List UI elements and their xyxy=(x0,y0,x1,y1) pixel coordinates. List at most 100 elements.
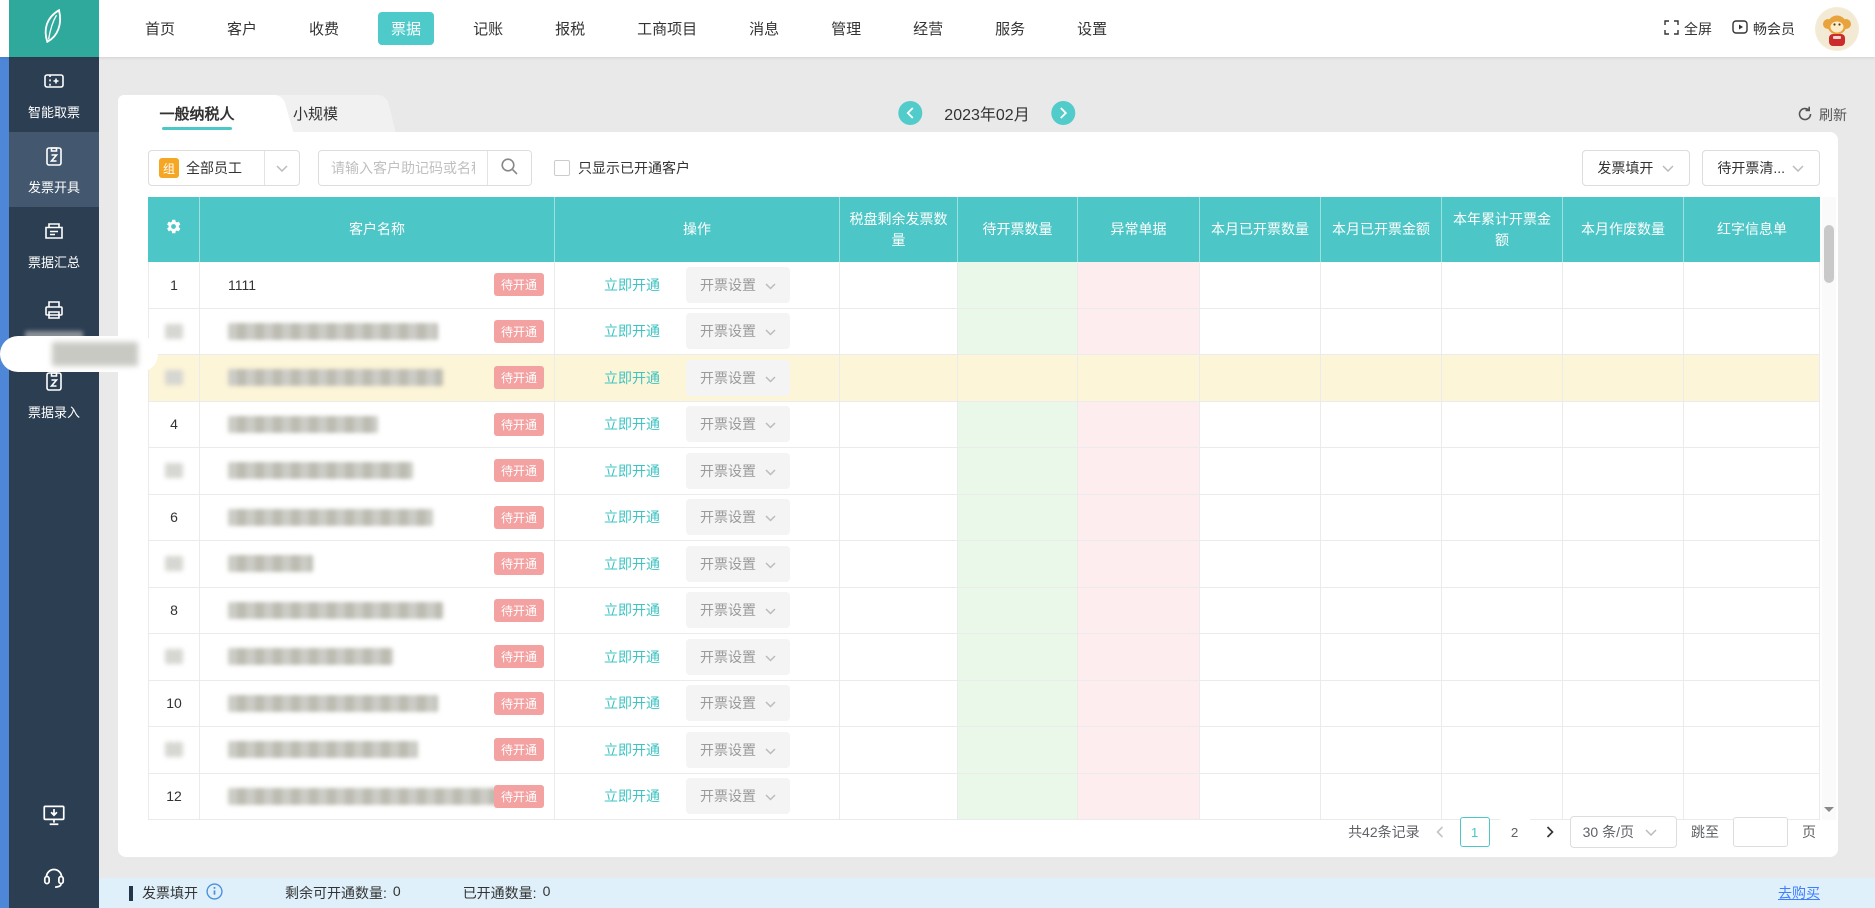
show-opened-only-checkbox[interactable] xyxy=(554,160,570,176)
info-icon[interactable] xyxy=(206,883,223,903)
refresh-button[interactable]: 刷新 xyxy=(1797,105,1847,125)
column-header-tax-disk-remaining: 税盘剩余发票数量 xyxy=(840,197,958,262)
row-number-cell xyxy=(148,308,200,354)
sidebar-item-invoice-issue[interactable]: 发票开具 xyxy=(9,132,99,207)
scrollbar-thumb[interactable] xyxy=(1824,225,1834,283)
footer-accent-bar xyxy=(129,885,133,901)
activate-link[interactable]: 立即开通 xyxy=(604,648,660,665)
search-button[interactable] xyxy=(487,151,531,185)
scrollbar-down-arrow[interactable] xyxy=(1822,798,1836,820)
invoice-settings-button[interactable]: 开票设置 xyxy=(686,685,790,722)
invoice-settings-button[interactable]: 开票设置 xyxy=(686,545,790,582)
data-cell-pending-invoices xyxy=(958,355,1078,401)
buy-link[interactable]: 去购买 xyxy=(1778,885,1820,901)
data-cell-month-voided-count xyxy=(1563,680,1684,726)
activate-link[interactable]: 立即开通 xyxy=(604,416,660,433)
data-cell-pending-invoices xyxy=(958,308,1078,354)
footer-title: 发票填开 xyxy=(142,885,198,901)
right-filter-dropdowns: 发票填开 待开票清... xyxy=(1582,150,1820,186)
activate-link[interactable]: 立即开通 xyxy=(604,602,660,619)
nav-item-business-projects[interactable]: 工商项目 xyxy=(637,21,698,38)
customer-service-icon[interactable] xyxy=(41,863,67,894)
app-logo[interactable] xyxy=(9,0,99,57)
activate-link[interactable]: 立即开通 xyxy=(604,555,660,572)
activate-link[interactable]: 立即开通 xyxy=(604,509,660,526)
nav-item-tax-filing[interactable]: 报税 xyxy=(555,21,586,38)
invoice-settings-button[interactable]: 开票设置 xyxy=(686,499,790,536)
tab-general-taxpayer[interactable]: 一般纳税人 xyxy=(118,95,276,132)
invoice-settings-button[interactable]: 开票设置 xyxy=(686,406,790,443)
table-row: 待开通 立即开通 开票设置 xyxy=(148,727,1820,774)
status-badge: 待开通 xyxy=(493,273,544,297)
data-cell-tax-disk-remaining xyxy=(840,727,958,773)
search-input[interactable] xyxy=(319,151,487,185)
download-client-icon[interactable] xyxy=(41,802,67,833)
nav-item-billing[interactable]: 收费 xyxy=(309,21,340,38)
chevron-down-icon xyxy=(765,370,776,386)
nav-item-services[interactable]: 服务 xyxy=(995,21,1026,38)
avatar[interactable] xyxy=(1815,6,1859,51)
activate-link[interactable]: 立即开通 xyxy=(604,323,660,340)
invoice-settings-button[interactable]: 开票设置 xyxy=(686,731,790,768)
data-cell-month-issued-count xyxy=(1200,587,1321,633)
page-button-1[interactable]: 1 xyxy=(1459,817,1490,847)
table-row: 12 待开通 立即开通 开票设置 xyxy=(148,773,1820,820)
next-month-button[interactable] xyxy=(1051,101,1076,125)
prev-month-button[interactable] xyxy=(898,101,923,125)
invoice-settings-button[interactable]: 开票设置 xyxy=(686,359,790,396)
nav-item-bookkeeping[interactable]: 记账 xyxy=(473,21,504,38)
sidebar-item-bill-entry[interactable]: 票据录入 xyxy=(9,357,99,432)
invoice-settings-button[interactable]: 开票设置 xyxy=(686,638,790,675)
row-number-cell xyxy=(148,727,200,773)
employee-filter-dropdown[interactable]: 组 全部员工 xyxy=(148,150,300,186)
column-header-year-issued-amount: 本年累计开票金额 xyxy=(1442,197,1563,262)
nav-item-management[interactable]: 管理 xyxy=(831,21,862,38)
table-row: 4 待开通 立即开通 开票设置 xyxy=(148,401,1820,448)
pending-list-dropdown[interactable]: 待开票清... xyxy=(1702,150,1820,186)
activate-link[interactable]: 立即开通 xyxy=(604,741,660,758)
jump-page-input[interactable] xyxy=(1733,817,1788,847)
activate-link[interactable]: 立即开通 xyxy=(604,369,660,386)
data-cell-tax-disk-remaining xyxy=(840,448,958,494)
data-cell-month-voided-count xyxy=(1563,587,1684,633)
row-number-cell: 8 xyxy=(148,587,200,633)
activate-link[interactable]: 立即开通 xyxy=(604,462,660,479)
action-cell: 立即开通 开票设置 xyxy=(555,355,840,401)
invoice-settings-button[interactable]: 开票设置 xyxy=(686,452,790,489)
invoice-settings-button[interactable]: 开票设置 xyxy=(686,778,790,815)
nav-item-customers[interactable]: 客户 xyxy=(227,21,258,38)
activate-link[interactable]: 立即开通 xyxy=(604,788,660,805)
row-number-cell: 1 xyxy=(148,262,200,308)
data-cell-month-voided-count xyxy=(1563,355,1684,401)
nav-item-operations[interactable]: 经营 xyxy=(913,21,944,38)
invoice-settings-button[interactable]: 开票设置 xyxy=(686,592,790,629)
nav-item-invoices[interactable]: 票据 xyxy=(378,12,435,45)
action-cell: 立即开通 开票设置 xyxy=(555,262,840,308)
chevron-down-icon xyxy=(765,416,776,432)
data-cell-year-issued-amount xyxy=(1442,401,1563,447)
show-opened-only-filter: 只显示已开通客户 xyxy=(554,158,690,178)
nav-item-settings[interactable]: 设置 xyxy=(1077,21,1108,38)
member-button[interactable]: 畅会员 xyxy=(1732,19,1795,39)
activate-link[interactable]: 立即开通 xyxy=(604,276,660,293)
gear-icon[interactable] xyxy=(165,218,182,241)
data-cell-abnormal-documents xyxy=(1078,634,1200,680)
sidebar-item-smart-ticket-fetch[interactable]: 智能取票 xyxy=(9,57,99,132)
prev-page-button[interactable] xyxy=(1434,826,1446,838)
nav-item-messages[interactable]: 消息 xyxy=(749,21,780,38)
sidebar-item-bill-summary[interactable]: 票据汇总 xyxy=(9,207,99,282)
next-page-button[interactable] xyxy=(1544,826,1556,838)
data-cell-month-issued-count xyxy=(1200,448,1321,494)
page-button-2[interactable]: 2 xyxy=(1499,817,1530,847)
table-scrollbar[interactable] xyxy=(1822,197,1836,820)
data-cell-month-voided-count xyxy=(1563,773,1684,819)
invoice-settings-button[interactable]: 开票设置 xyxy=(686,266,790,303)
row-number-cell: 12 xyxy=(148,773,200,819)
invoice-settings-button[interactable]: 开票设置 xyxy=(686,313,790,350)
activate-link[interactable]: 立即开通 xyxy=(604,695,660,712)
fullscreen-button[interactable]: 全屏 xyxy=(1664,19,1712,39)
page-size-dropdown[interactable]: 30 条/页 xyxy=(1569,816,1677,848)
row-number-cell xyxy=(148,541,200,587)
nav-item-home[interactable]: 首页 xyxy=(145,21,176,38)
invoice-mode-dropdown[interactable]: 发票填开 xyxy=(1582,150,1691,186)
